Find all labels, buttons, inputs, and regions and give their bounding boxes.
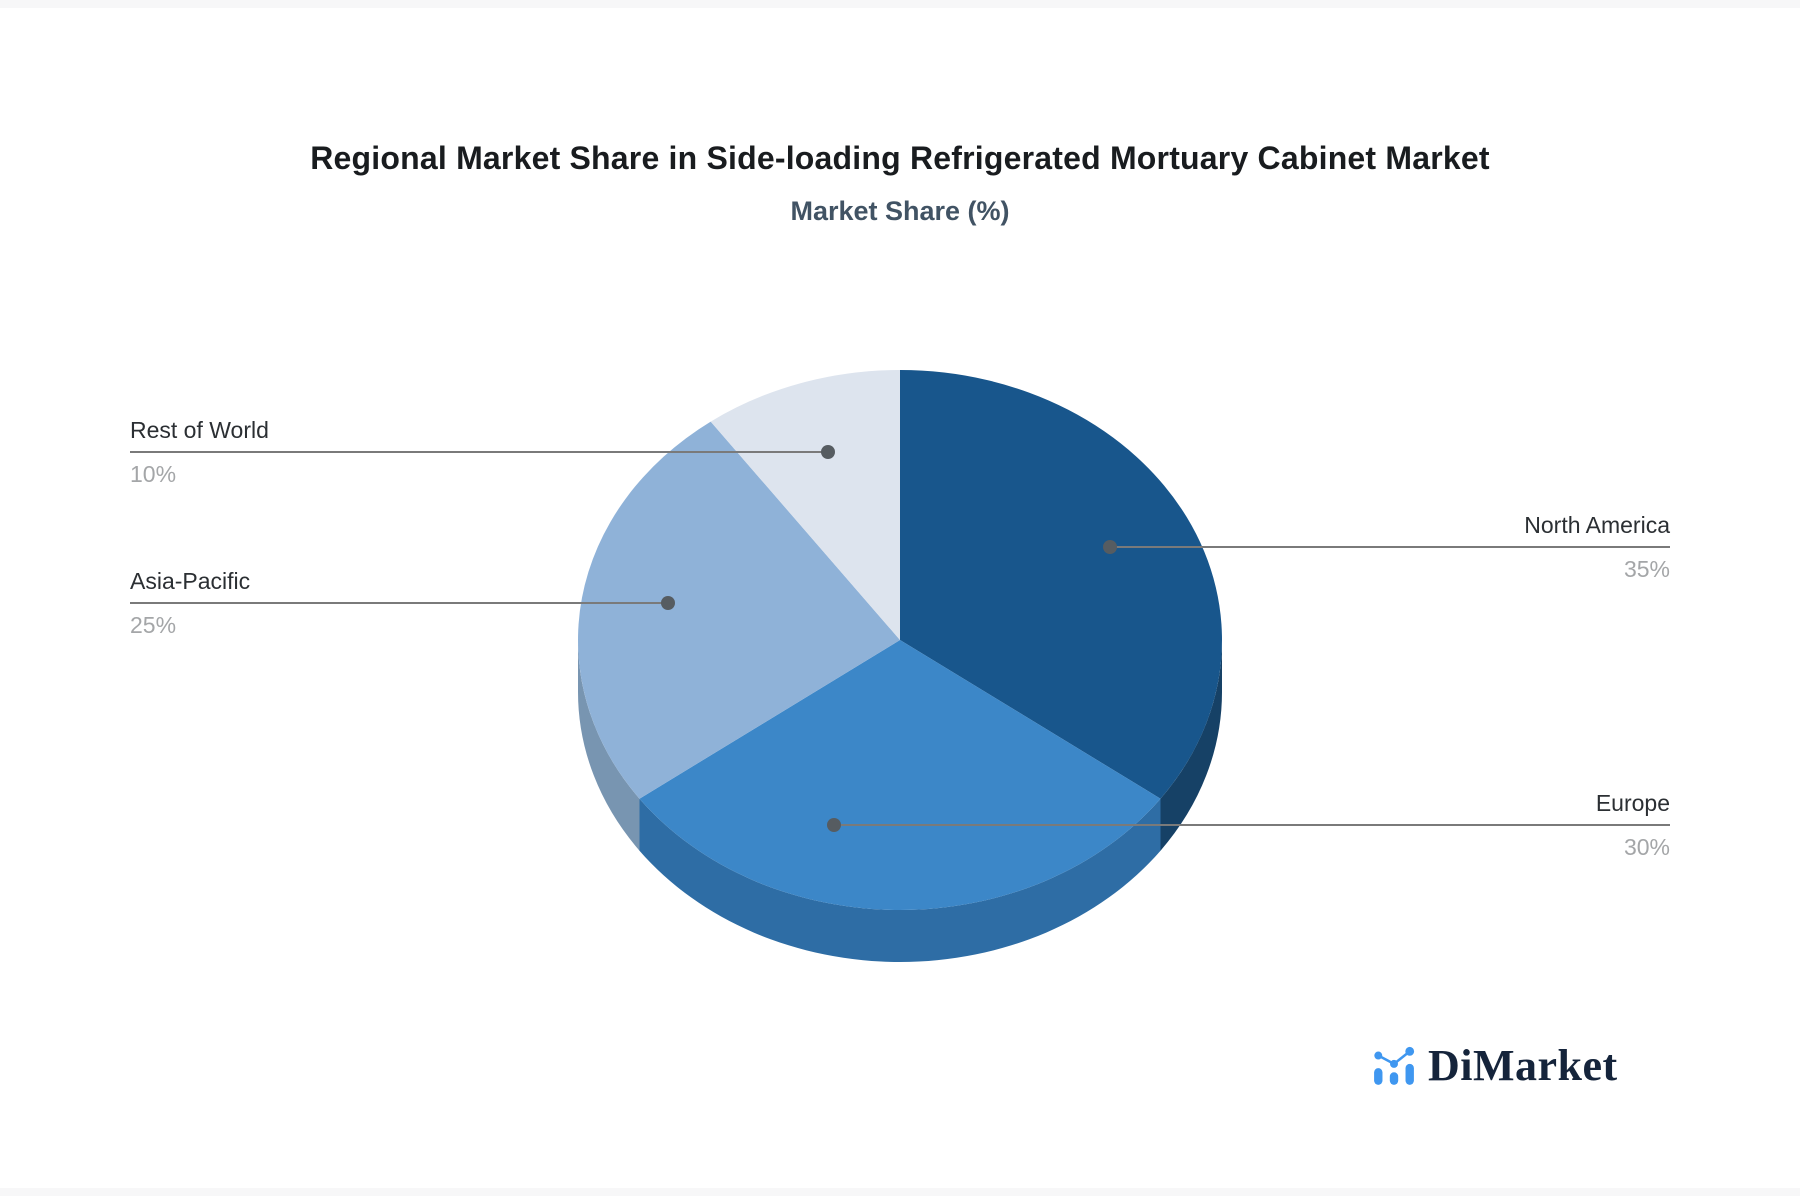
logo-bar <box>1405 1063 1414 1085</box>
callout-value: 10% <box>130 461 177 487</box>
logo-text: DiMarket <box>1428 1041 1618 1090</box>
callout-north-america: North America 35% <box>1524 511 1670 583</box>
page-edge-top <box>0 0 1800 8</box>
logo-dot <box>1390 1059 1398 1068</box>
leader-dot-europe <box>827 818 841 832</box>
callout-asia-pacific: Asia-Pacific 25% <box>130 567 250 639</box>
pie-slice-side-europe <box>639 798 1161 962</box>
pie-slice-rest-of-world[interactable] <box>710 370 900 640</box>
callout-value: 35% <box>1623 556 1670 582</box>
pie-slice-side-asia-pacific <box>578 640 640 851</box>
logo-bar <box>1374 1068 1383 1085</box>
leader-dot-rest-of-world <box>821 445 835 459</box>
pie-slice-side-north-america <box>1160 640 1222 851</box>
leader-dot-asia-pacific <box>661 596 675 610</box>
pie-slice-europe[interactable] <box>639 640 1161 910</box>
chart-subtitle: Market Share (%) <box>790 196 1010 226</box>
leader-dot-north-america <box>1103 540 1117 554</box>
callout-label: Europe <box>1595 790 1670 816</box>
logo-bar-chart-icon <box>1374 1046 1415 1085</box>
logo-dot <box>1405 1046 1415 1056</box>
callout-rest-of-world: Rest of World 10% <box>130 416 269 488</box>
callout-value: 25% <box>130 612 177 638</box>
callout-value: 30% <box>1623 834 1670 860</box>
callout-europe: Europe 30% <box>1596 789 1670 861</box>
logo-bar <box>1389 1072 1399 1085</box>
pie-slice-north-america[interactable] <box>900 370 1222 799</box>
logo-dot <box>1374 1051 1383 1060</box>
brand-logo: DiMarket <box>1372 1042 1618 1090</box>
callout-label: Asia-Pacific <box>130 568 251 594</box>
chart-title: Regional Market Share in Side-loading Re… <box>310 140 1490 176</box>
callout-label: Rest of World <box>130 417 269 443</box>
callout-label: North America <box>1524 512 1670 538</box>
pie-slice-asia-pacific[interactable] <box>578 421 900 799</box>
page-edge-bottom <box>0 1188 1800 1196</box>
